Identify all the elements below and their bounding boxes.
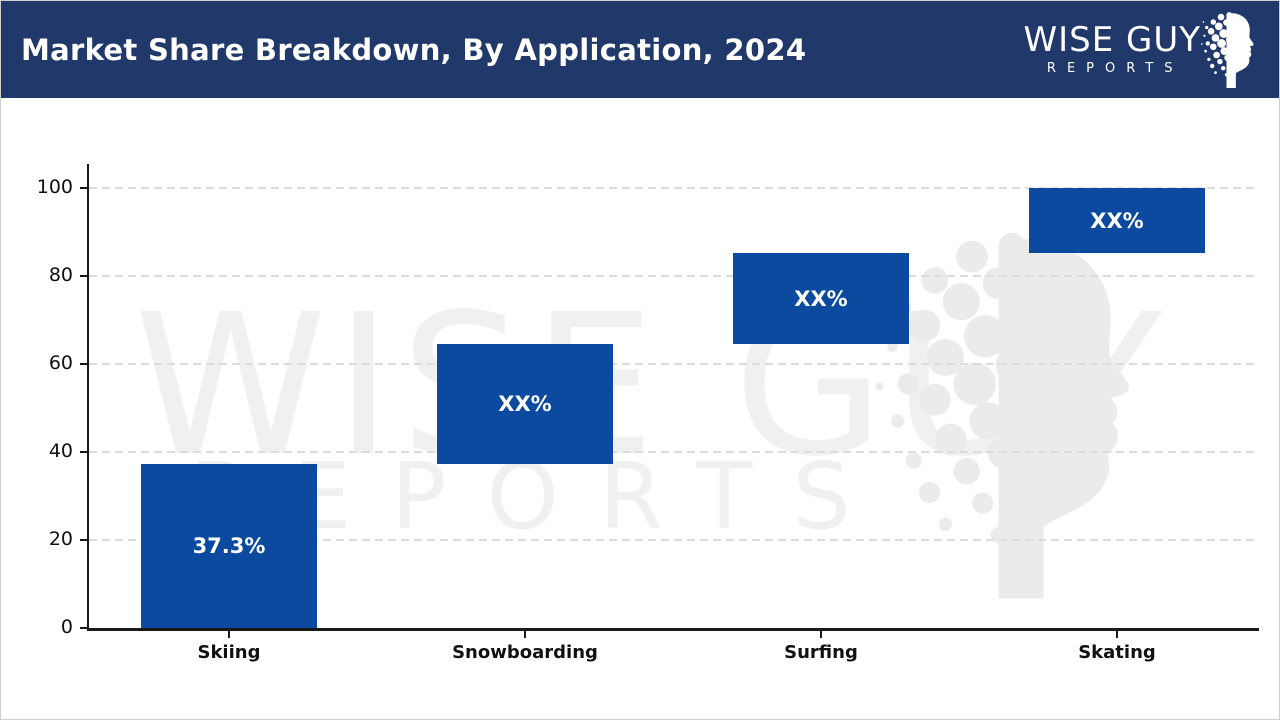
y-axis-tick — [80, 363, 89, 365]
logo-reports-text: REPORTS — [1046, 60, 1184, 76]
bar-value-label: XX% — [498, 392, 552, 417]
y-axis-line — [87, 164, 89, 631]
bar-skating: XX% — [1029, 188, 1205, 254]
bar-value-label: XX% — [794, 286, 848, 311]
y-tick-label: 80 — [48, 264, 73, 286]
y-tick-label: 0 — [60, 616, 73, 638]
y-tick-label: 100 — [36, 176, 73, 198]
y-tick-label: 40 — [48, 440, 73, 462]
gridline — [89, 539, 1259, 541]
x-axis-line — [87, 628, 1259, 631]
bar-snowboarding: XX% — [437, 344, 613, 464]
y-axis-tick — [80, 539, 89, 541]
category-label: Snowboarding — [452, 642, 598, 663]
bar-value-label: 37.3% — [192, 533, 266, 558]
y-axis-tick — [80, 187, 89, 189]
y-axis-tick — [80, 627, 89, 629]
category-label: Skating — [1078, 642, 1156, 663]
header-bar: Market Share Breakdown, By Application, … — [1, 1, 1279, 98]
gridline — [89, 451, 1259, 453]
category-label: Skiing — [197, 642, 261, 663]
category-label: Surfing — [784, 642, 858, 663]
logo-wordmark: WISE GUY — [1023, 20, 1201, 61]
bar-surfing: XX% — [733, 253, 909, 345]
x-axis-tick — [820, 631, 822, 638]
x-axis-tick — [228, 631, 230, 638]
logo-text-block: WISE GUY REPORTS — [1023, 20, 1201, 76]
wise-guy-logo: WISE GUY REPORTS — [1023, 11, 1265, 88]
y-axis-tick — [80, 275, 89, 277]
bar-value-label: XX% — [1090, 208, 1144, 233]
gridline — [89, 275, 1259, 277]
y-tick-label: 20 — [48, 528, 73, 550]
chart-title: Market Share Breakdown, By Application, … — [21, 32, 807, 67]
y-tick-label: 60 — [48, 352, 73, 374]
logo-dotted-head-icon — [1200, 12, 1254, 88]
x-axis-tick — [1116, 631, 1118, 638]
bar-skiing: 37.3% — [141, 463, 317, 628]
y-axis-tick — [80, 451, 89, 453]
x-axis-tick — [524, 631, 526, 638]
gridline — [89, 187, 1259, 189]
gridline — [89, 363, 1259, 365]
